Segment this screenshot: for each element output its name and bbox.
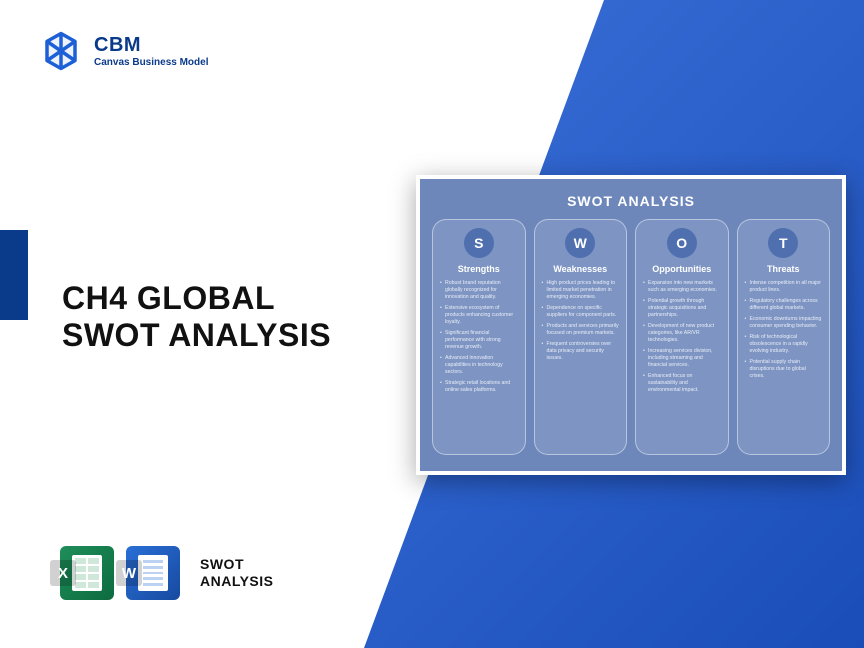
swot-items-strengths: Robust brand reputation globally recogni…	[440, 280, 518, 398]
swot-letter-w: W	[565, 228, 595, 258]
swot-item: Extensive ecosystem of products enhancin…	[440, 305, 518, 326]
heading-line-2: SWOT ANALYSIS	[62, 317, 331, 354]
swot-item: Strategic retail locations and online sa…	[440, 380, 518, 394]
swot-items-weaknesses: High product prices leading to limited m…	[542, 280, 620, 366]
swot-col-strengths: S Strengths Robust brand reputation glob…	[432, 219, 526, 455]
swot-item: Potential growth through strategic acqui…	[643, 298, 721, 319]
swot-columns: S Strengths Robust brand reputation glob…	[432, 219, 830, 455]
swot-item: Dependence on specific suppliers for com…	[542, 305, 620, 319]
swot-card: SWOT ANALYSIS S Strengths Robust brand r…	[416, 175, 846, 475]
logo-text: CBM Canvas Business Model	[94, 34, 208, 68]
swot-label-threats: Threats	[767, 264, 800, 274]
swot-label: SWOT ANALYSIS	[200, 556, 274, 590]
logo-title: CBM	[94, 34, 208, 57]
word-letter: W	[116, 560, 142, 586]
swot-col-weaknesses: W Weaknesses High product prices leading…	[534, 219, 628, 455]
word-doc-icon	[138, 555, 168, 591]
swot-item: Regulatory challenges across different g…	[745, 298, 823, 312]
logo-icon	[40, 30, 82, 72]
swot-item: Significant financial performance with s…	[440, 330, 518, 351]
swot-label-weaknesses: Weaknesses	[553, 264, 607, 274]
logo-subtitle: Canvas Business Model	[94, 57, 208, 68]
heading-line-1: CH4 GLOBAL	[62, 280, 331, 317]
word-icon: W	[126, 546, 180, 600]
swot-label-line-1: SWOT	[200, 556, 274, 573]
swot-item: Robust brand reputation globally recogni…	[440, 280, 518, 301]
file-icons-row: X W SWOT ANALYSIS	[60, 546, 274, 600]
swot-item: Intense competition in all major product…	[745, 280, 823, 294]
swot-items-threats: Intense competition in all major product…	[745, 280, 823, 384]
swot-label-strengths: Strengths	[458, 264, 500, 274]
swot-col-threats: T Threats Intense competition in all maj…	[737, 219, 831, 455]
swot-item: Frequent controversies over data privacy…	[542, 341, 620, 362]
swot-letter-o: O	[667, 228, 697, 258]
swot-card-title: SWOT ANALYSIS	[432, 193, 830, 209]
left-accent-tab	[0, 230, 28, 320]
excel-letter: X	[50, 560, 76, 586]
swot-letter-s: S	[464, 228, 494, 258]
swot-item: Advanced innovation capabilities in tech…	[440, 355, 518, 376]
swot-item: Products and services primarily focused …	[542, 323, 620, 337]
swot-col-opportunities: O Opportunities Expansion into new marke…	[635, 219, 729, 455]
swot-item: Economic downturns impacting consumer sp…	[745, 316, 823, 330]
swot-label-line-2: ANALYSIS	[200, 573, 274, 590]
swot-item: High product prices leading to limited m…	[542, 280, 620, 301]
swot-items-opportunities: Expansion into new markets such as emerg…	[643, 280, 721, 398]
logo: CBM Canvas Business Model	[40, 30, 208, 72]
swot-item: Potential supply chain disruptions due t…	[745, 359, 823, 380]
swot-item: Expansion into new markets such as emerg…	[643, 280, 721, 294]
excel-sheet-icon	[72, 555, 102, 591]
swot-letter-t: T	[768, 228, 798, 258]
page-title: CH4 GLOBAL SWOT ANALYSIS	[62, 280, 331, 354]
swot-item: Increasing services division, including …	[643, 348, 721, 369]
swot-item: Risk of technological obsolescence in a …	[745, 334, 823, 355]
swot-item: Development of new product categories, l…	[643, 323, 721, 344]
swot-item: Enhanced focus on sustainability and env…	[643, 373, 721, 394]
page: CBM Canvas Business Model CH4 GLOBAL SWO…	[0, 0, 864, 648]
swot-label-opportunities: Opportunities	[652, 264, 711, 274]
excel-icon: X	[60, 546, 114, 600]
